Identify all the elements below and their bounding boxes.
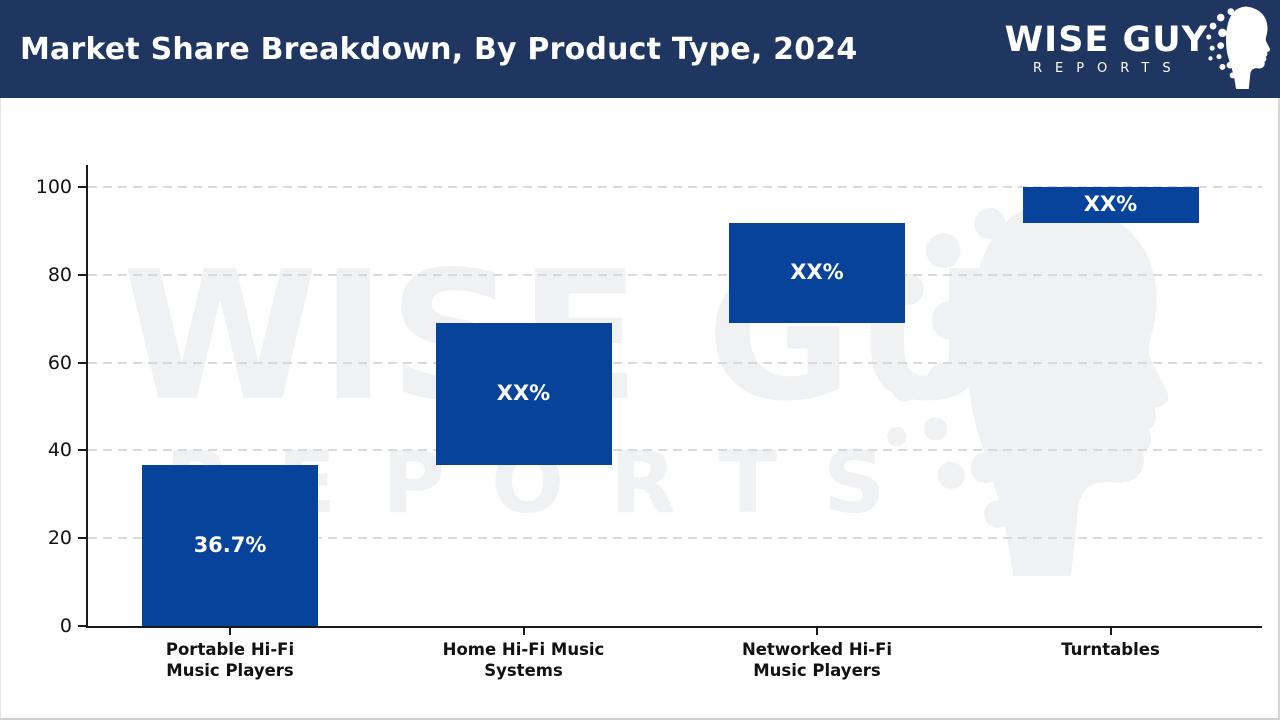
bar-value-label: XX% — [1083, 192, 1138, 217]
page-title: Market Share Breakdown, By Product Type,… — [20, 31, 858, 67]
bar-value-label: XX% — [496, 381, 551, 406]
gridline — [88, 273, 1262, 276]
x-axis-tick — [1109, 628, 1112, 635]
y-axis-tick-label: 60 — [47, 351, 72, 374]
x-category-label: Turntables — [1061, 640, 1160, 659]
y-axis-tick-label: 100 — [35, 176, 72, 198]
wiseguy-logo: WISE GUY REPORTS — [1005, 5, 1270, 93]
bar-segment: XX% — [729, 222, 905, 323]
logo-subtitle: REPORTS — [1032, 61, 1184, 77]
y-axis-tick — [78, 273, 87, 276]
y-axis-tick-label: 80 — [47, 263, 72, 286]
y-axis-tick-label: 0 — [59, 615, 72, 637]
x-axis-tick — [522, 628, 525, 635]
y-axis-tick — [78, 625, 87, 627]
gridline — [88, 361, 1262, 364]
y-axis-tick-label: 20 — [47, 527, 72, 550]
wiseguy-face-icon — [1206, 6, 1270, 89]
logo-wordmark: WISE GUY — [1004, 19, 1208, 60]
x-axis-tick — [229, 628, 231, 635]
gridline — [88, 537, 1262, 540]
header-banner: Market Share Breakdown, By Product Type,… — [0, 0, 1280, 98]
bar-segment: XX% — [435, 322, 612, 465]
logo-text: WISE GUY REPORTS — [1004, 19, 1208, 77]
gridline — [88, 449, 1262, 452]
x-category-label: Portable Hi-Fi Music Players — [165, 640, 295, 680]
y-axis-tick-label: 40 — [47, 439, 72, 462]
bar-segment: XX% — [1022, 187, 1199, 223]
bar-value-label: XX% — [790, 260, 844, 285]
x-axis-line — [86, 626, 1262, 628]
y-axis-tick — [78, 537, 87, 540]
bar-segment: 36.7% — [142, 464, 318, 626]
y-axis-tick — [78, 449, 87, 452]
x-axis-tick — [816, 628, 818, 635]
x-category-label: Networked Hi-Fi Music Players — [741, 640, 893, 680]
y-axis-tick — [78, 361, 87, 364]
y-axis-tick — [78, 186, 87, 188]
gridline — [88, 186, 1262, 188]
x-category-label: Home Hi-Fi Music Systems — [442, 640, 605, 680]
y-axis-line — [86, 165, 88, 628]
bar-value-label: 36.7% — [193, 532, 267, 557]
